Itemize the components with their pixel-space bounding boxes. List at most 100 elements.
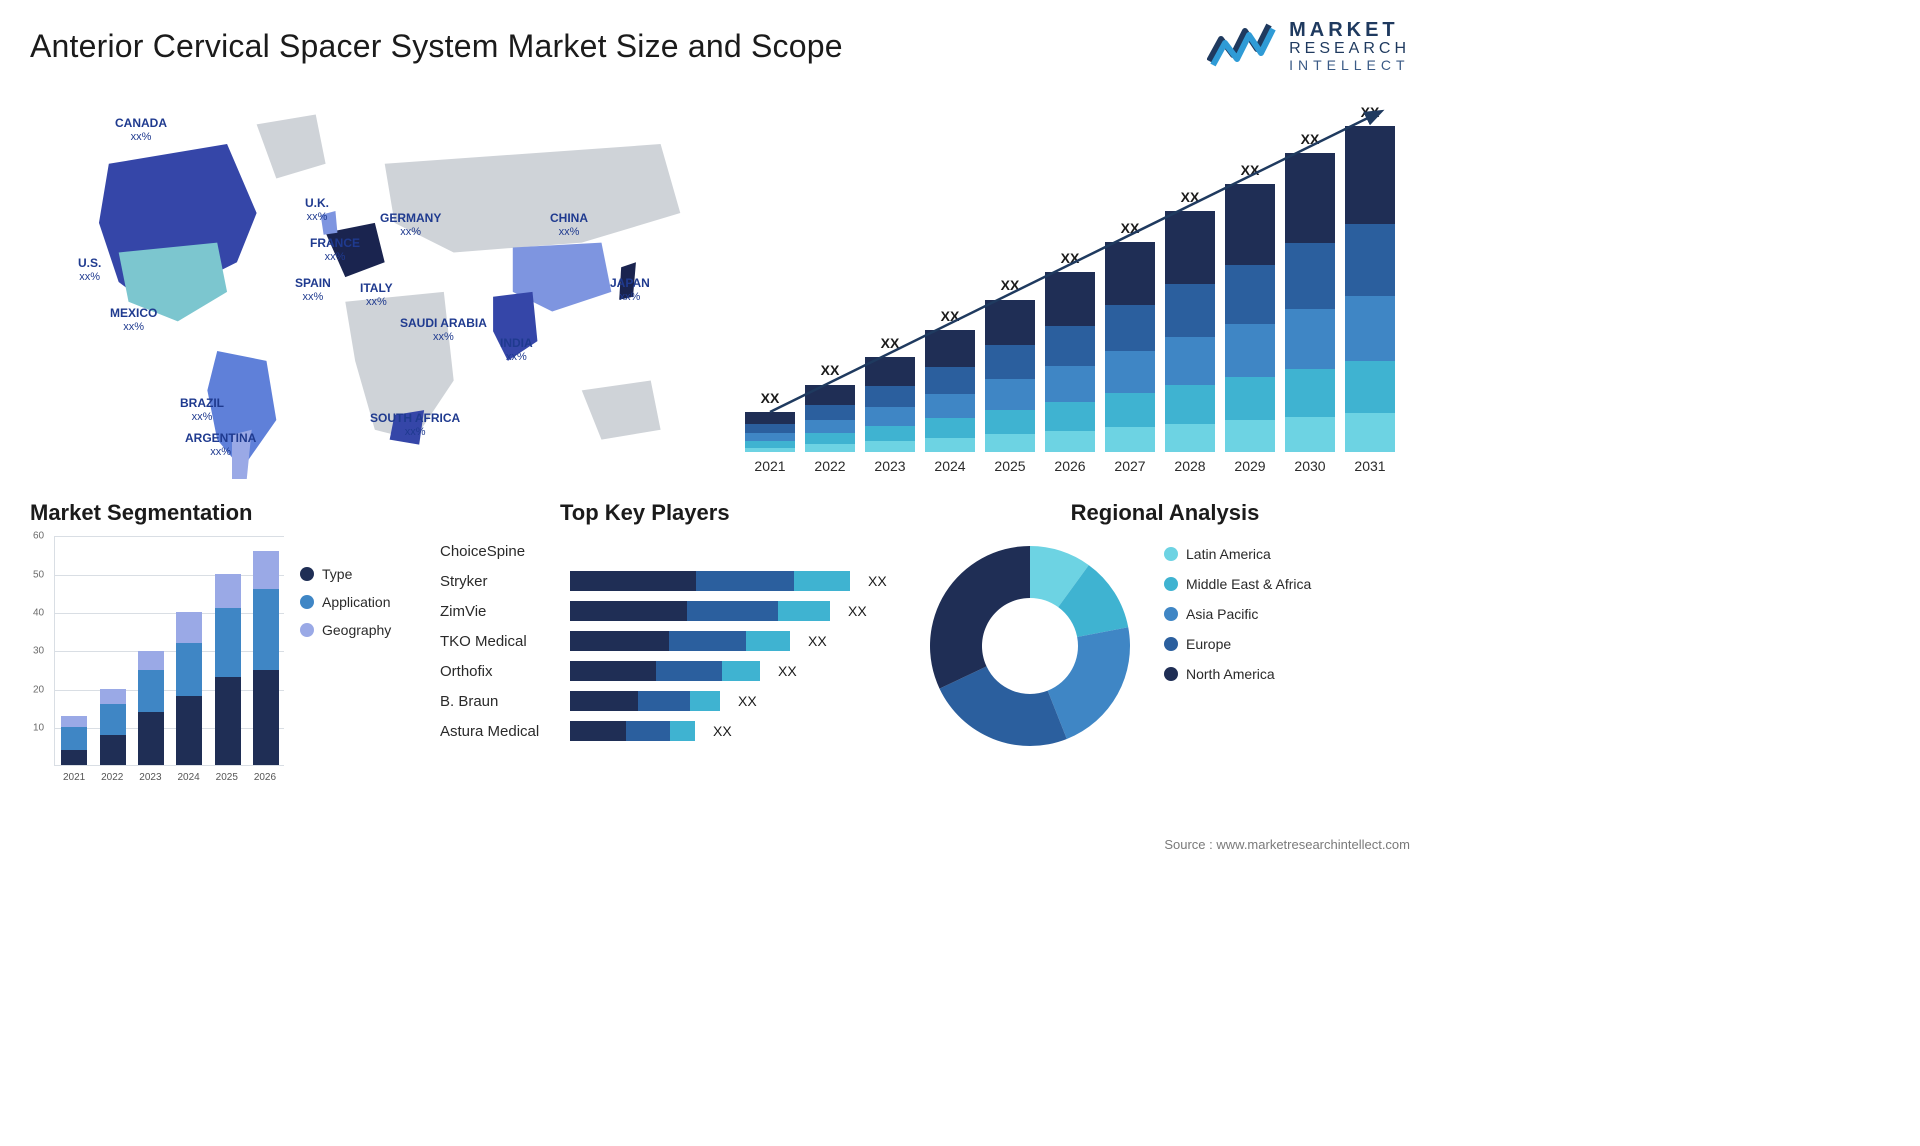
key-players-chart: ChoiceSpineStrykerXXZimVieXXTKO MedicalX… bbox=[440, 536, 910, 746]
key-player-row: TKO Medical XX bbox=[440, 626, 910, 656]
map-region-greenland bbox=[257, 115, 326, 179]
regional-panel: Regional Analysis Latin AmericaMiddle Ea… bbox=[920, 500, 1410, 766]
legend-item: Middle East & Africa bbox=[1164, 576, 1311, 592]
bar-value-label: XX bbox=[1105, 220, 1154, 236]
segmentation-chart: 102030405060202120222023202420252026 bbox=[54, 536, 284, 766]
world-map: CANADAxx%U.S.xx%MEXICOxx%BRAZILxx%ARGENT… bbox=[30, 82, 700, 482]
legend-swatch-icon bbox=[1164, 577, 1178, 591]
key-player-name: Stryker bbox=[440, 573, 560, 590]
y-tick: 10 bbox=[33, 723, 44, 734]
seg-bar bbox=[215, 536, 241, 765]
key-players-title: Top Key Players bbox=[560, 500, 910, 526]
key-player-row: ChoiceSpine bbox=[440, 536, 910, 566]
key-players-panel: Top Key Players ChoiceSpineStrykerXXZimV… bbox=[440, 500, 910, 766]
map-label-india: INDIAxx% bbox=[500, 337, 533, 362]
key-player-value: XX bbox=[848, 603, 867, 619]
key-player-bar bbox=[570, 691, 720, 711]
seg-bar bbox=[138, 536, 164, 765]
map-label-saudiarabia: SAUDI ARABIAxx% bbox=[400, 317, 487, 342]
key-player-name: TKO Medical bbox=[440, 633, 560, 650]
regional-donut bbox=[920, 536, 1140, 756]
x-tick: 2022 bbox=[93, 772, 131, 783]
bar-value-label: XX bbox=[1045, 250, 1094, 266]
growth-bar: XX bbox=[865, 112, 914, 452]
bar-value-label: XX bbox=[1165, 189, 1214, 205]
legend-swatch-icon bbox=[1164, 637, 1178, 651]
map-label-spain: SPAINxx% bbox=[295, 277, 331, 302]
infographic-page: Anterior Cervical Spacer System Market S… bbox=[0, 0, 1440, 860]
key-player-bar bbox=[570, 721, 695, 741]
y-tick: 60 bbox=[33, 531, 44, 542]
x-tick: 2023 bbox=[131, 772, 169, 783]
key-player-row: Orthofix XX bbox=[440, 656, 910, 686]
key-player-name: Orthofix bbox=[440, 663, 560, 680]
bar-value-label: XX bbox=[1345, 104, 1394, 120]
map-label-brazil: BRAZILxx% bbox=[180, 397, 224, 422]
seg-bar bbox=[61, 536, 87, 765]
x-tick: 2022 bbox=[800, 458, 860, 474]
bar-value-label: XX bbox=[865, 335, 914, 351]
key-player-bar bbox=[570, 571, 850, 591]
map-label-canada: CANADAxx% bbox=[115, 117, 167, 142]
legend-swatch-icon bbox=[300, 567, 314, 581]
y-tick: 50 bbox=[33, 569, 44, 580]
key-player-value: XX bbox=[808, 633, 827, 649]
legend-item: Type bbox=[300, 566, 391, 582]
key-player-value: XX bbox=[778, 663, 797, 679]
legend-item: Application bbox=[300, 594, 391, 610]
map-region-aus bbox=[582, 381, 661, 440]
logo-text: MARKET RESEARCH INTELLECT bbox=[1289, 20, 1410, 72]
source-label: Source : www.marketresearchintellect.com bbox=[1164, 837, 1410, 852]
legend-swatch-icon bbox=[1164, 607, 1178, 621]
map-label-china: CHINAxx% bbox=[550, 212, 588, 237]
key-player-bar bbox=[570, 601, 830, 621]
y-tick: 30 bbox=[33, 646, 44, 657]
legend-item: Asia Pacific bbox=[1164, 606, 1311, 622]
x-tick: 2021 bbox=[55, 772, 93, 783]
growth-bar: XX bbox=[925, 112, 974, 452]
legend-swatch-icon bbox=[300, 623, 314, 637]
seg-bar bbox=[253, 536, 279, 765]
map-label-us: U.S.xx% bbox=[78, 257, 101, 282]
map-label-germany: GERMANYxx% bbox=[380, 212, 441, 237]
seg-bar bbox=[100, 536, 126, 765]
key-player-name: Astura Medical bbox=[440, 723, 560, 740]
x-tick: 2021 bbox=[740, 458, 800, 474]
growth-bar: XX bbox=[1285, 112, 1334, 452]
bar-value-label: XX bbox=[745, 390, 794, 406]
y-tick: 20 bbox=[33, 684, 44, 695]
page-title: Anterior Cervical Spacer System Market S… bbox=[30, 28, 843, 65]
key-player-bar bbox=[570, 661, 760, 681]
legend-item: North America bbox=[1164, 666, 1311, 682]
x-tick: 2029 bbox=[1220, 458, 1280, 474]
key-player-name: ChoiceSpine bbox=[440, 543, 560, 560]
map-label-italy: ITALYxx% bbox=[360, 282, 393, 307]
growth-bar: XX bbox=[745, 112, 794, 452]
map-label-japan: JAPANxx% bbox=[610, 277, 650, 302]
legend-swatch-icon bbox=[300, 595, 314, 609]
x-tick: 2030 bbox=[1280, 458, 1340, 474]
key-player-name: ZimVie bbox=[440, 603, 560, 620]
bar-value-label: XX bbox=[925, 308, 974, 324]
growth-bar: XX bbox=[1165, 112, 1214, 452]
key-player-row: Astura Medical XX bbox=[440, 716, 910, 746]
bar-value-label: XX bbox=[1225, 162, 1274, 178]
map-label-mexico: MEXICOxx% bbox=[110, 307, 157, 332]
bottom-row: Market Segmentation 10203040506020212022… bbox=[30, 500, 1410, 766]
growth-chart: XXXXXXXXXXXXXXXXXXXXXX 20212022202320242… bbox=[740, 82, 1410, 482]
key-player-row: B. BraunXX bbox=[440, 686, 910, 716]
x-tick: 2026 bbox=[246, 772, 284, 783]
top-row: CANADAxx%U.S.xx%MEXICOxx%BRAZILxx%ARGENT… bbox=[30, 82, 1410, 482]
x-tick: 2025 bbox=[208, 772, 246, 783]
x-tick: 2023 bbox=[860, 458, 920, 474]
growth-bar: XX bbox=[805, 112, 854, 452]
x-tick: 2031 bbox=[1340, 458, 1400, 474]
key-player-name: B. Braun bbox=[440, 693, 560, 710]
legend-item: Europe bbox=[1164, 636, 1311, 652]
key-player-bar bbox=[570, 631, 790, 651]
x-tick: 2025 bbox=[980, 458, 1040, 474]
x-tick: 2024 bbox=[920, 458, 980, 474]
key-player-row: StrykerXX bbox=[440, 566, 910, 596]
key-player-value: XX bbox=[713, 723, 732, 739]
growth-bar: XX bbox=[985, 112, 1034, 452]
